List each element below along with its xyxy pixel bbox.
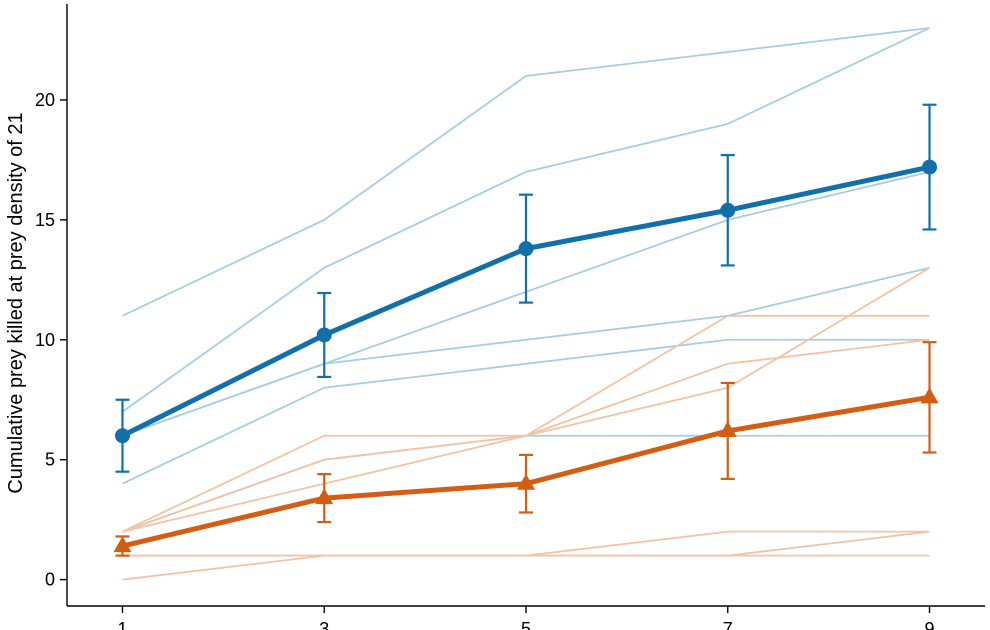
x-tick-label: 5 [521,619,531,630]
data-point [718,420,737,437]
data-point [316,327,332,343]
data-point [315,488,334,505]
data-point [518,241,534,257]
x-tick-label: 1 [117,619,127,630]
y-tick-label: 10 [35,330,55,350]
y-axis-title: Cumulative prey killed at prey density o… [5,112,27,493]
individual-line-10 [122,530,930,557]
y-tick-label: 15 [35,210,55,230]
individual-line-9 [122,338,930,533]
x-ticks: 1 3 5 7 9 [117,606,935,630]
data-point [922,159,938,175]
data-point [517,473,535,490]
series-layer [113,103,939,557]
individual-lines [121,27,930,581]
axes [66,4,985,607]
series-2 [113,341,939,557]
data-point [113,536,132,553]
x-tick-label: 3 [319,619,329,630]
y-tick-label: 0 [45,570,55,590]
x-tick-label: 9 [925,619,935,630]
y-tick-label: 5 [45,450,55,470]
individual-line-5 [122,338,930,485]
data-point [720,202,736,218]
series-1 [114,103,938,473]
individual-line-1 [122,27,930,317]
individual-line-4 [122,266,930,437]
y-tick-label: 20 [35,90,55,110]
individual-line-2 [121,27,930,413]
data-point [920,387,939,404]
data-point [114,428,130,444]
x-tick-label: 7 [723,619,733,630]
y-ticks: 0 5 10 15 20 [35,90,67,590]
